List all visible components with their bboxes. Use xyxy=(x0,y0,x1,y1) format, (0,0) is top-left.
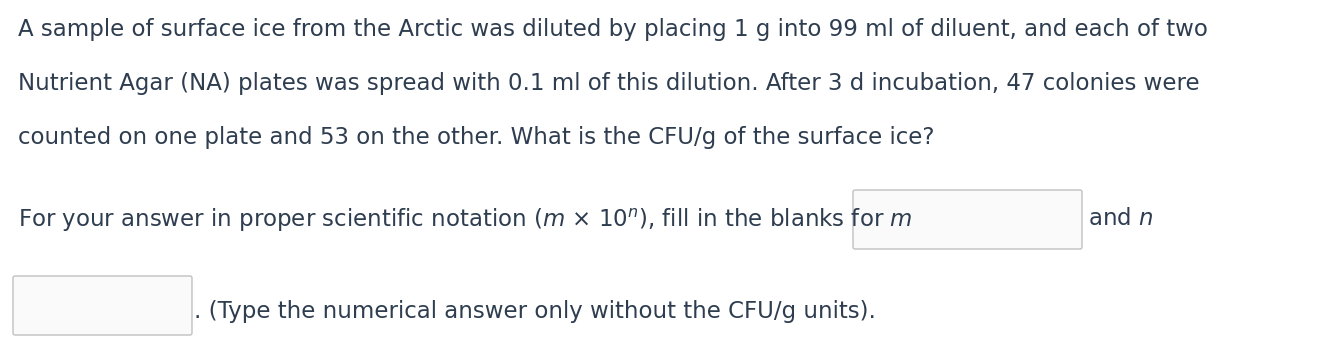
FancyBboxPatch shape xyxy=(853,190,1082,249)
FancyBboxPatch shape xyxy=(13,276,192,335)
Text: A sample of surface ice from the Arctic was diluted by placing 1 g into 99 ml of: A sample of surface ice from the Arctic … xyxy=(19,18,1207,41)
Text: Nutrient Agar (NA) plates was spread with 0.1 ml of this dilution. After 3 d inc: Nutrient Agar (NA) plates was spread wit… xyxy=(19,72,1200,95)
Text: . (Type the numerical answer only without the CFU/g units).: . (Type the numerical answer only withou… xyxy=(195,300,876,323)
Text: and $n$: and $n$ xyxy=(1088,207,1153,230)
Text: counted on one plate and 53 on the other. What is the CFU/g of the surface ice?: counted on one plate and 53 on the other… xyxy=(19,126,935,149)
Text: For your answer in proper scientific notation ($m$ × 10$^n$), fill in the blanks: For your answer in proper scientific not… xyxy=(19,207,912,234)
